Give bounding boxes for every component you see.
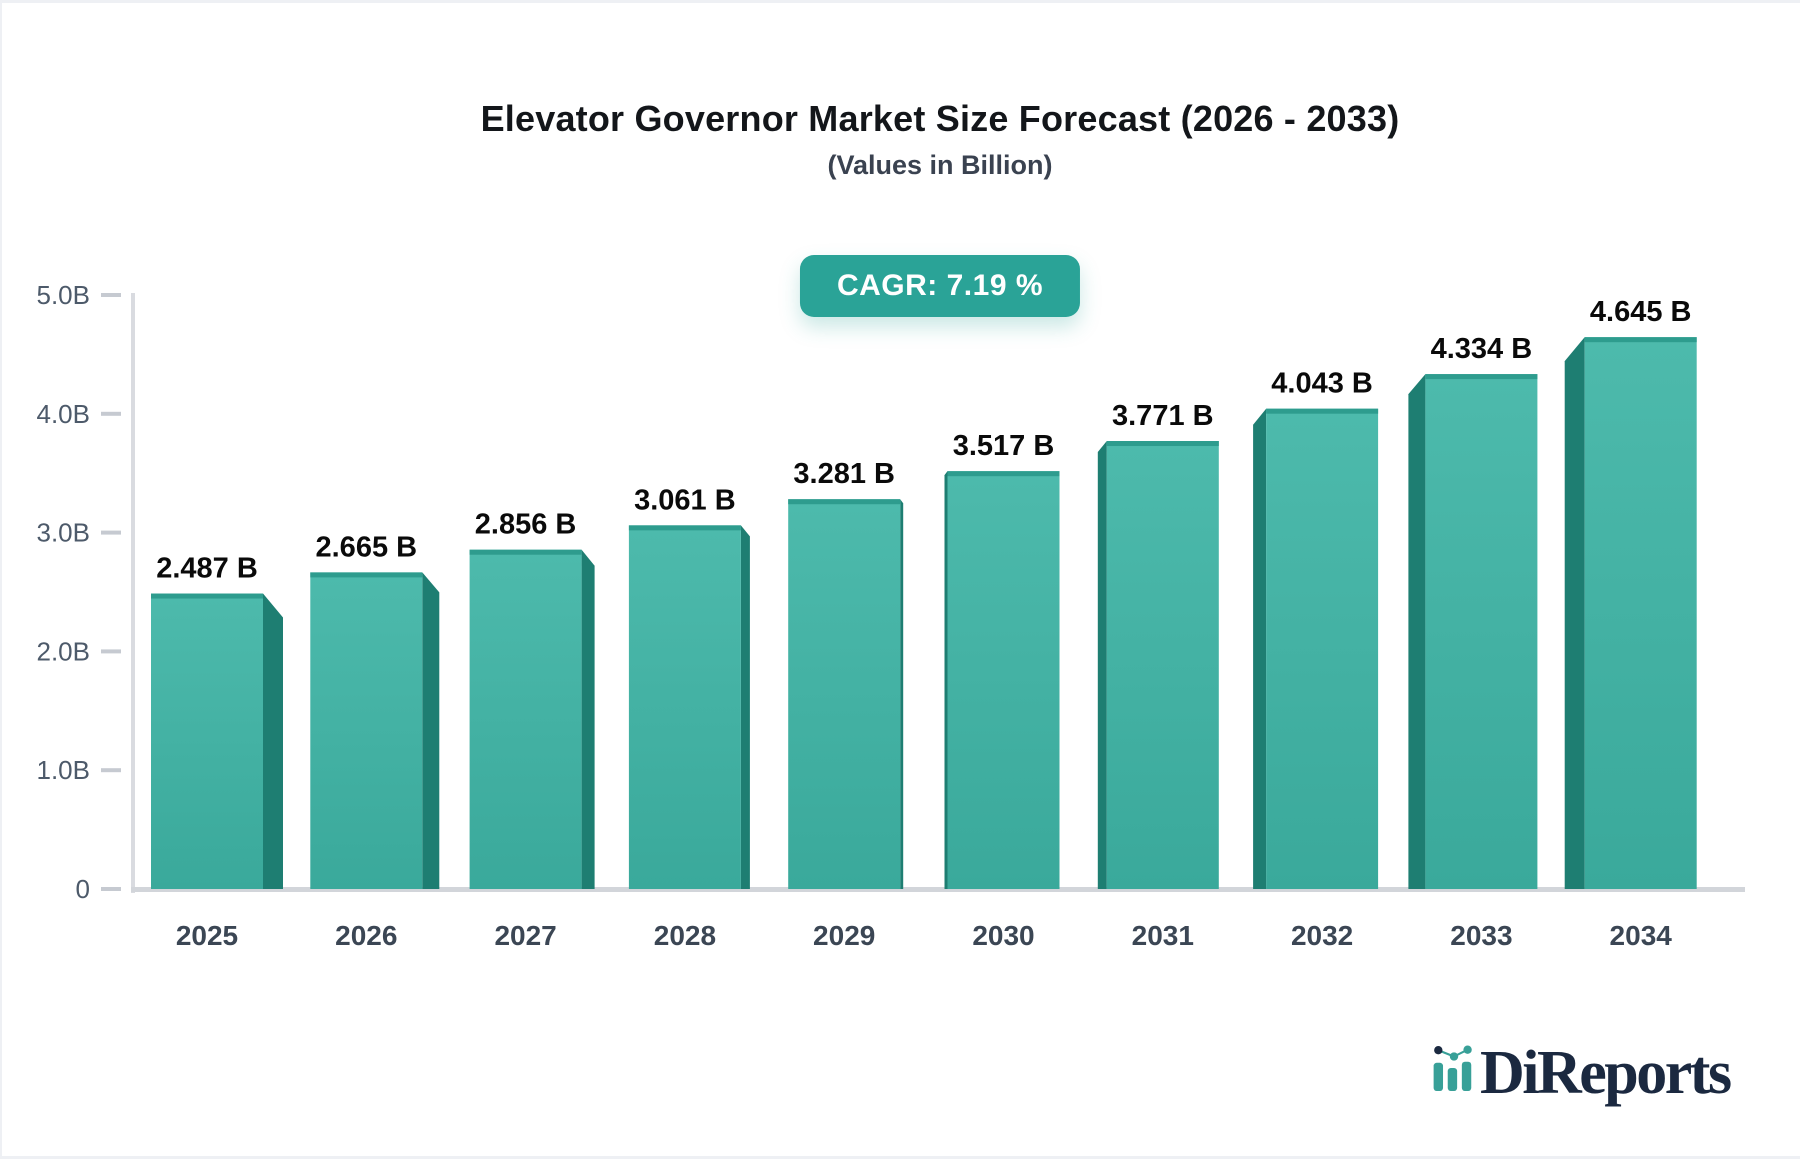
y-axis-label: 1.0B xyxy=(37,755,91,785)
bar xyxy=(1106,441,1219,889)
x-axis-label: 2026 xyxy=(335,920,397,951)
bar-3d-side xyxy=(900,499,904,889)
bar-3d-side xyxy=(1253,408,1267,889)
y-axis-tick xyxy=(101,768,121,773)
x-axis-label: 2034 xyxy=(1610,920,1673,951)
bar xyxy=(788,499,901,889)
x-axis-label: 2027 xyxy=(494,920,556,951)
bar-value-label: 3.061 B xyxy=(634,484,736,516)
bar-3d-side xyxy=(944,471,948,889)
bar-3d-side xyxy=(1097,441,1107,889)
bar-value-label: 3.771 B xyxy=(1112,400,1214,432)
bar-value-label: 3.517 B xyxy=(953,430,1055,462)
y-axis-tick xyxy=(101,293,121,297)
bar-top-cap xyxy=(788,499,901,505)
bar-top-cap xyxy=(1106,441,1219,447)
bar xyxy=(151,593,263,889)
y-axis-label: 5.0B xyxy=(37,280,91,310)
bar-value-label: 4.334 B xyxy=(1431,333,1533,365)
bar-3d-side xyxy=(263,593,283,889)
bar xyxy=(1584,337,1697,889)
bar xyxy=(1425,374,1538,889)
y-axis-tick xyxy=(101,411,121,416)
bar-top-cap xyxy=(1584,337,1697,343)
y-axis-tick xyxy=(101,649,121,654)
y-axis-label: 0 xyxy=(76,874,90,904)
bar-top-cap xyxy=(1425,374,1538,380)
bar-3d-side xyxy=(740,525,750,889)
x-axis-label: 2033 xyxy=(1450,920,1512,951)
y-axis-tick xyxy=(101,530,121,535)
bar-top-cap xyxy=(628,525,741,531)
bar xyxy=(628,525,741,889)
bar-top-cap xyxy=(310,572,423,578)
bar-top-cap xyxy=(469,549,582,555)
bar-top-cap xyxy=(151,593,263,599)
bar-top-cap xyxy=(947,471,1060,477)
brand-name: DiReports xyxy=(1480,1039,1732,1107)
bar xyxy=(947,471,1060,889)
x-axis-line xyxy=(131,887,1745,892)
bar-3d-side xyxy=(581,549,595,889)
bar xyxy=(469,549,582,889)
bar xyxy=(1266,408,1379,889)
y-axis-label: 4.0B xyxy=(37,399,91,429)
cagr-badge: CAGR: 7.19 % xyxy=(799,255,1081,317)
x-axis-label: 2032 xyxy=(1291,920,1353,951)
chart-subtitle: (Values in Billion) xyxy=(827,150,1053,180)
x-axis-label: 2031 xyxy=(1132,920,1194,951)
bar-value-label: 2.665 B xyxy=(316,531,418,563)
y-axis-label: 3.0B xyxy=(37,518,91,548)
bar-chart-logo-icon xyxy=(1433,1045,1472,1091)
bar-chart: 5.0B 4.0B 3.0B 2.0B 1.0B 0 2.487 B 2025 2.665 B 2… xyxy=(37,280,1745,951)
bar-value-label: 4.645 B xyxy=(1590,296,1692,328)
y-axis-label: 2.0B xyxy=(37,636,91,666)
x-axis-label: 2025 xyxy=(176,920,238,951)
bar-3d-side xyxy=(1564,337,1585,889)
bar xyxy=(310,572,423,889)
y-axis-line xyxy=(131,293,135,893)
brand-watermark: DiReports xyxy=(1433,1037,1763,1117)
bar-value-label: 2.856 B xyxy=(475,509,577,541)
bar-value-label: 4.043 B xyxy=(1271,368,1373,400)
bar-3d-side xyxy=(1408,374,1426,889)
bar-3d-side xyxy=(422,572,440,889)
bar-value-label: 2.487 B xyxy=(156,553,258,585)
chart-card: Elevator Governor Market Size Forecast (… xyxy=(2,3,1800,1156)
page-title: Elevator Governor Market Size Forecast (… xyxy=(480,98,1400,139)
x-axis-label: 2028 xyxy=(654,920,716,951)
x-axis-label: 2029 xyxy=(813,920,875,951)
bar-value-label: 3.281 B xyxy=(793,458,895,490)
y-axis-tick xyxy=(101,887,121,891)
bar-top-cap xyxy=(1266,408,1379,414)
x-axis-label: 2030 xyxy=(972,920,1034,951)
